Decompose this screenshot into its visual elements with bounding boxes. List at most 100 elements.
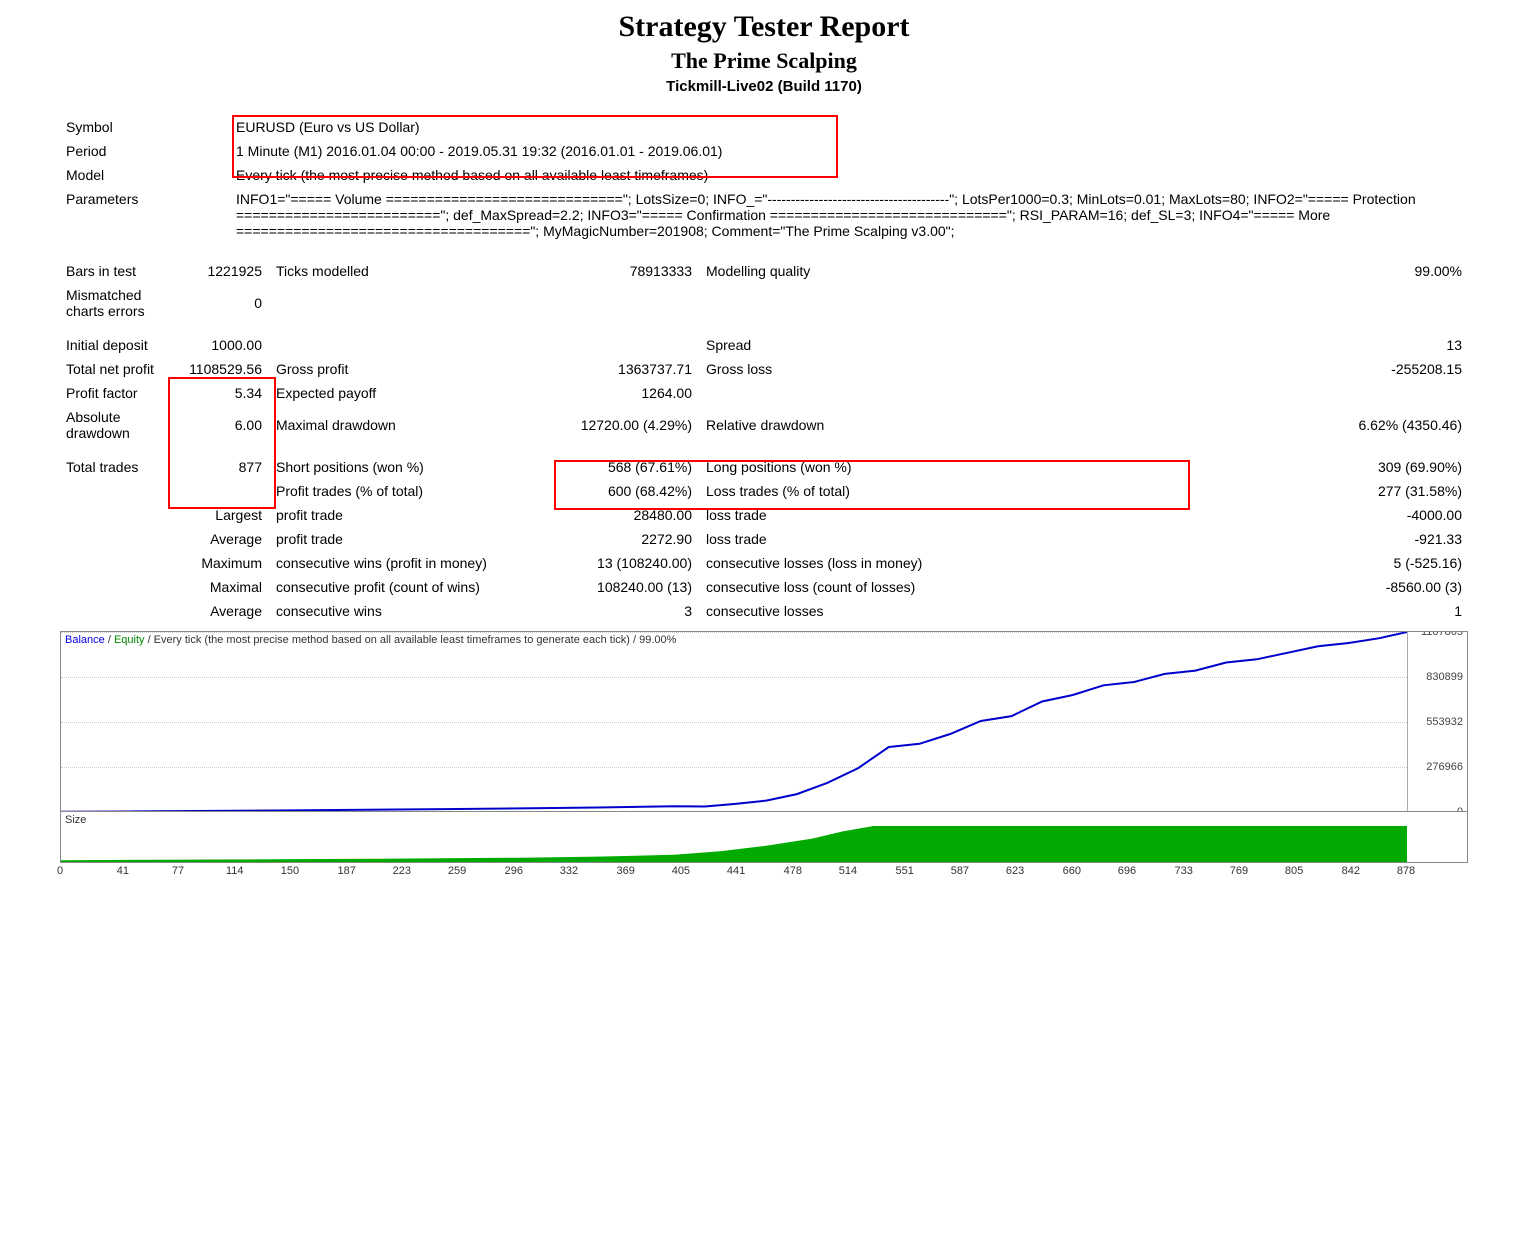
largest-label: Largest	[170, 503, 270, 527]
max-cons-profit-label: consecutive profit (count of wins)	[270, 575, 530, 599]
x-tick: 369	[617, 865, 635, 877]
max-cons-profit-value: 108240.00 (13)	[530, 575, 700, 599]
report-subtitle: The Prime Scalping	[60, 48, 1468, 74]
expected-payoff-label: Expected payoff	[270, 381, 530, 405]
x-tick: 259	[448, 865, 466, 877]
stats-table: Bars in test 1221925 Ticks modelled 7891…	[60, 259, 1468, 623]
total-net-profit-label: Total net profit	[60, 357, 170, 381]
x-tick: 551	[896, 865, 914, 877]
gross-loss-value: -255208.15	[960, 357, 1468, 381]
x-tick: 0	[57, 865, 63, 877]
x-tick: 478	[784, 865, 802, 877]
bars-in-test-value: 1221925	[170, 259, 270, 283]
x-tick: 41	[117, 865, 129, 877]
spread-value: 13	[960, 333, 1468, 357]
gross-profit-value: 1363737.71	[530, 357, 700, 381]
avg-cons-wins-value: 3	[530, 599, 700, 623]
y-tick: 830899	[1426, 671, 1463, 683]
y-tick: 1107865	[1421, 632, 1463, 638]
avg-profit-label: profit trade	[270, 527, 530, 551]
modelling-quality-value: 99.00%	[960, 259, 1468, 283]
average-label-2: Average	[170, 599, 270, 623]
avg-profit-value: 2272.90	[530, 527, 700, 551]
total-trades-label: Total trades	[60, 455, 170, 479]
avg-loss-label: loss trade	[700, 527, 960, 551]
x-tick: 696	[1118, 865, 1136, 877]
max-cons-loss-value: 5 (-525.16)	[960, 551, 1468, 575]
loss-trades-label: Loss trades (% of total)	[700, 479, 960, 503]
relative-dd-value: 6.62% (4350.46)	[960, 405, 1468, 445]
x-tick: 114	[226, 865, 244, 877]
spread-label: Spread	[700, 333, 960, 357]
balance-chart: Balance / Equity / Every tick (the most …	[60, 631, 1468, 863]
y-tick: 553932	[1426, 716, 1463, 728]
absolute-dd-value: 6.00	[170, 405, 270, 445]
short-pos-label: Short positions (won %)	[270, 455, 530, 479]
x-tick: 805	[1285, 865, 1303, 877]
avg-loss-value: -921.33	[960, 527, 1468, 551]
gross-profit-label: Gross profit	[270, 357, 530, 381]
ticks-modelled-value: 78913333	[530, 259, 700, 283]
x-tick: 441	[727, 865, 745, 877]
x-tick: 332	[560, 865, 578, 877]
max-cons-lossp-value: -8560.00 (3)	[960, 575, 1468, 599]
short-pos-value: 568 (67.61%)	[530, 455, 700, 479]
x-tick: 842	[1342, 865, 1360, 877]
maximal-dd-value: 12720.00 (4.29%)	[530, 405, 700, 445]
avg-cons-wins-label: consecutive wins	[270, 599, 530, 623]
largest-profit-value: 28480.00	[530, 503, 700, 527]
x-tick: 223	[393, 865, 411, 877]
modelling-quality-label: Modelling quality	[700, 259, 960, 283]
report-title: Strategy Tester Report	[60, 10, 1468, 44]
avg-cons-loss-label: consecutive losses	[700, 599, 960, 623]
maximal-label: Maximal	[170, 575, 270, 599]
x-tick: 660	[1063, 865, 1081, 877]
maximum-label: Maximum	[170, 551, 270, 575]
x-tick: 296	[505, 865, 523, 877]
x-tick: 623	[1006, 865, 1024, 877]
relative-dd-label: Relative drawdown	[700, 405, 960, 445]
max-cons-wins-value: 13 (108240.00)	[530, 551, 700, 575]
model-label: Model	[60, 163, 230, 187]
profit-trades-value: 600 (68.42%)	[530, 479, 700, 503]
long-pos-value: 309 (69.90%)	[960, 455, 1468, 479]
max-cons-wins-label: consecutive wins (profit in money)	[270, 551, 530, 575]
absolute-dd-label: Absolute drawdown	[60, 405, 170, 445]
bars-in-test-label: Bars in test	[60, 259, 170, 283]
x-tick: 878	[1397, 865, 1415, 877]
mismatched-value: 0	[170, 283, 270, 323]
parameters-value: INFO1="===== Volume ====================…	[230, 187, 1468, 243]
expected-payoff-value: 1264.00	[530, 381, 700, 405]
info-table: Symbol EURUSD (Euro vs US Dollar) Period…	[60, 115, 1468, 243]
symbol-label: Symbol	[60, 115, 230, 139]
x-tick: 587	[951, 865, 969, 877]
long-pos-label: Long positions (won %)	[700, 455, 960, 479]
max-cons-lossp-label: consecutive loss (count of losses)	[700, 575, 960, 599]
period-label: Period	[60, 139, 230, 163]
x-tick: 77	[172, 865, 184, 877]
report-server: Tickmill-Live02 (Build 1170)	[60, 78, 1468, 95]
total-trades-value: 877	[170, 455, 270, 479]
period-value: 1 Minute (M1) 2016.01.04 00:00 - 2019.05…	[230, 139, 1468, 163]
profit-factor-label: Profit factor	[60, 381, 170, 405]
x-tick: 769	[1230, 865, 1248, 877]
avg-cons-loss-value: 1	[960, 599, 1468, 623]
largest-loss-value: -4000.00	[960, 503, 1468, 527]
x-tick: 150	[281, 865, 299, 877]
loss-trades-value: 277 (31.58%)	[960, 479, 1468, 503]
x-tick: 514	[839, 865, 857, 877]
gross-loss-label: Gross loss	[700, 357, 960, 381]
max-cons-loss-label: consecutive losses (loss in money)	[700, 551, 960, 575]
initial-deposit-value: 1000.00	[170, 333, 270, 357]
mismatched-label: Mismatched charts errors	[60, 283, 170, 323]
ticks-modelled-label: Ticks modelled	[270, 259, 530, 283]
total-net-profit-value: 1108529.56	[170, 357, 270, 381]
parameters-label: Parameters	[60, 187, 230, 243]
average-label: Average	[170, 527, 270, 551]
x-axis: 0417711415018722325929633236940544147851…	[60, 865, 1406, 883]
x-tick: 733	[1175, 865, 1193, 877]
largest-loss-label: loss trade	[700, 503, 960, 527]
x-tick: 405	[672, 865, 690, 877]
largest-profit-label: profit trade	[270, 503, 530, 527]
profit-factor-value: 5.34	[170, 381, 270, 405]
